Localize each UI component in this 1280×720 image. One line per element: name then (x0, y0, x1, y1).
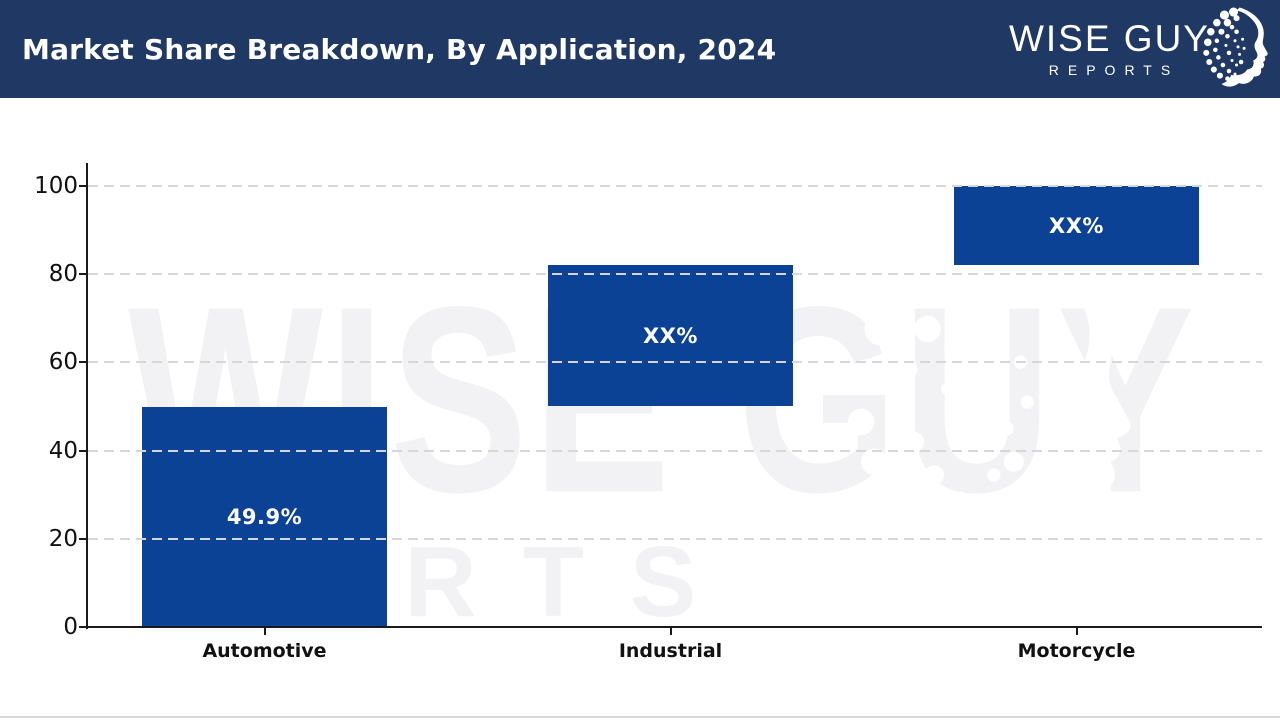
header-bar: Market Share Breakdown, By Application, … (0, 0, 1280, 98)
y-tick-label: 80 (48, 261, 78, 288)
x-tick-label-automotive: Automotive (202, 640, 327, 662)
y-tick-mark (79, 273, 87, 276)
chart-area: WISE GUY PORTS 0 20 40 60 80 100 49.9% Automoti… (0, 98, 1280, 720)
gridline-y40 (88, 449, 1262, 452)
y-tick-label: 20 (48, 525, 78, 552)
y-tick-mark (79, 537, 87, 540)
y-tick-mark (79, 185, 87, 187)
dotted-face-logo-icon (1203, 7, 1268, 87)
y-tick-label: 0 (63, 614, 78, 640)
x-tick-label-motorcycle: Motorcycle (1017, 640, 1136, 662)
gridline-y20 (88, 537, 1262, 540)
y-axis-line (86, 163, 88, 629)
x-tick-mark (1075, 627, 1078, 635)
bar-value-label: XX% (1049, 213, 1104, 238)
x-tick-label-industrial: Industrial (618, 640, 723, 662)
logo-name: WISE GUY (1008, 18, 1210, 59)
gridline-y60 (88, 361, 1262, 364)
y-tick-mark (79, 626, 87, 628)
page-title: Market Share Breakdown, By Application, … (22, 32, 777, 66)
bottom-divider (0, 716, 1280, 718)
x-tick-mark (263, 627, 266, 635)
y-tick-label: 40 (48, 437, 78, 464)
logo-text: WISE GUY REPORTS (1009, 20, 1210, 78)
y-tick-mark (79, 449, 87, 452)
bar-motorcycle: XX% (954, 186, 1199, 266)
bar-industrial: XX% (548, 265, 793, 407)
bar-automotive: 49.9% (142, 406, 387, 627)
y-tick-label: 60 (48, 349, 78, 376)
x-axis-line (86, 626, 1262, 628)
x-tick-mark (669, 627, 672, 635)
wise-guy-logo: WISE GUY REPORTS (1009, 6, 1280, 93)
y-tick-label: 100 (34, 173, 78, 199)
gridline-y80 (88, 273, 1262, 276)
y-tick-mark (79, 361, 87, 364)
bar-value-label: 49.9% (226, 504, 303, 529)
gridline-y100 (88, 185, 1262, 187)
bar-value-label: XX% (643, 323, 698, 348)
logo-tagline: REPORTS (1048, 62, 1180, 78)
